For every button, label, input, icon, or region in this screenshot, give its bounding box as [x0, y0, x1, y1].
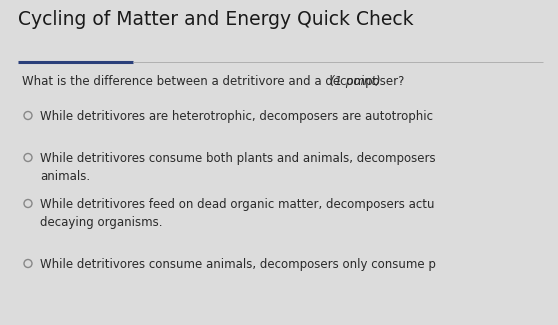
Text: (1 point): (1 point)	[330, 75, 381, 88]
Text: While detritivores are heterotrophic, decomposers are autotrophic: While detritivores are heterotrophic, de…	[40, 110, 433, 123]
Text: What is the difference between a detritivore and a decomposer?: What is the difference between a detriti…	[22, 75, 405, 88]
Text: Cycling of Matter and Energy Quick Check: Cycling of Matter and Energy Quick Check	[18, 10, 413, 29]
Text: While detritivores consume both plants and animals, decomposers
animals.: While detritivores consume both plants a…	[40, 152, 436, 183]
Text: While detritivores consume animals, decomposers only consume p: While detritivores consume animals, deco…	[40, 258, 436, 271]
Text: While detritivores feed on dead organic matter, decomposers actu
decaying organi: While detritivores feed on dead organic …	[40, 198, 435, 229]
